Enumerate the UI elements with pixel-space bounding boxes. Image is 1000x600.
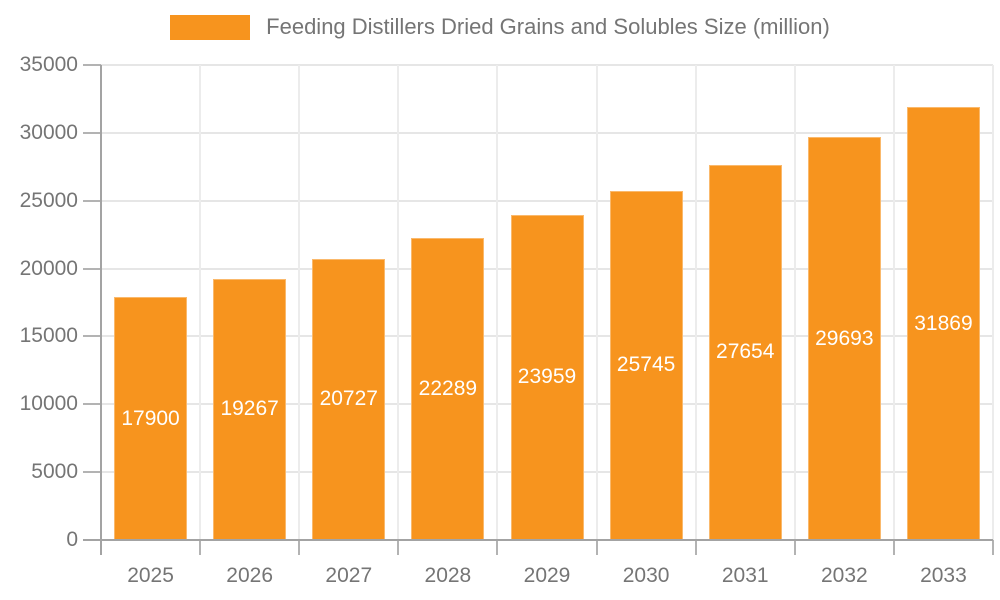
bar-value-label: 19267 xyxy=(220,397,279,421)
x-axis-label: 2032 xyxy=(820,564,868,587)
x-axis-label: 2031 xyxy=(721,564,769,587)
bar[interactable] xyxy=(510,214,584,540)
v-gridline xyxy=(298,65,301,540)
x-tick xyxy=(793,540,796,555)
h-gridline xyxy=(101,199,993,202)
bar-value-label: 29693 xyxy=(815,326,874,350)
x-axis-label: 2033 xyxy=(920,564,967,587)
x-axis-label: 2029 xyxy=(523,564,571,587)
x-tick xyxy=(992,540,994,555)
bar-value-label: 27654 xyxy=(716,340,775,364)
y-axis-label: 10000 xyxy=(19,392,78,416)
v-gridline xyxy=(496,65,499,540)
y-axis-label: 30000 xyxy=(19,120,78,144)
x-axis-label: 2030 xyxy=(622,564,670,587)
legend-swatch-icon xyxy=(170,14,251,40)
v-gridline xyxy=(595,65,598,540)
x-axis-label: 2028 xyxy=(424,564,472,587)
y-tick xyxy=(83,64,101,66)
x-axis-label: 2026 xyxy=(226,564,274,587)
x-tick xyxy=(199,540,202,555)
bar[interactable] xyxy=(312,258,386,540)
y-axis-label: 25000 xyxy=(19,188,78,212)
bar[interactable] xyxy=(114,297,188,540)
y-axis-label: 15000 xyxy=(19,324,78,348)
v-gridline xyxy=(992,65,994,540)
bar[interactable] xyxy=(609,190,683,540)
bar[interactable] xyxy=(213,278,287,540)
h-gridline xyxy=(101,131,993,134)
y-tick xyxy=(83,335,101,338)
bar-value-label: 25745 xyxy=(616,353,676,377)
y-tick xyxy=(83,199,101,202)
bar[interactable] xyxy=(708,164,782,540)
x-tick xyxy=(892,540,895,555)
x-axis-label: 2027 xyxy=(325,564,373,587)
x-axis-label: 2025 xyxy=(127,564,174,587)
y-axis-label: 0 xyxy=(66,528,78,551)
h-gridline xyxy=(101,64,993,66)
x-tick xyxy=(298,540,301,555)
x-tick xyxy=(694,540,697,555)
legend-label: Feeding Distillers Dried Grains and Solu… xyxy=(266,14,830,39)
y-tick xyxy=(83,471,101,474)
y-tick xyxy=(83,403,101,406)
y-axis-label: 20000 xyxy=(19,256,78,280)
bar-value-label: 20727 xyxy=(319,387,378,411)
x-tick xyxy=(397,540,400,555)
bar[interactable] xyxy=(411,237,485,540)
y-tick xyxy=(83,267,101,270)
bar[interactable] xyxy=(807,137,881,540)
bar-value-label: 17900 xyxy=(121,406,180,430)
y-axis-line xyxy=(100,65,102,555)
x-tick xyxy=(595,540,598,555)
v-gridline xyxy=(892,65,895,540)
x-axis-line xyxy=(83,539,993,541)
bar-value-label: 23959 xyxy=(517,365,577,389)
v-gridline xyxy=(694,65,697,540)
bar-value-label: 22289 xyxy=(418,376,478,400)
y-axis-label: 5000 xyxy=(31,460,78,484)
v-gridline xyxy=(199,65,202,540)
v-gridline xyxy=(793,65,796,540)
y-axis-label: 35000 xyxy=(19,53,78,76)
y-tick xyxy=(83,131,101,134)
bar-value-label: 31869 xyxy=(914,311,973,335)
x-tick xyxy=(496,540,499,555)
v-gridline xyxy=(397,65,400,540)
legend: Feeding Distillers Dried Grains and Solu… xyxy=(0,14,1000,40)
legend-item[interactable]: Feeding Distillers Dried Grains and Solu… xyxy=(170,14,830,40)
